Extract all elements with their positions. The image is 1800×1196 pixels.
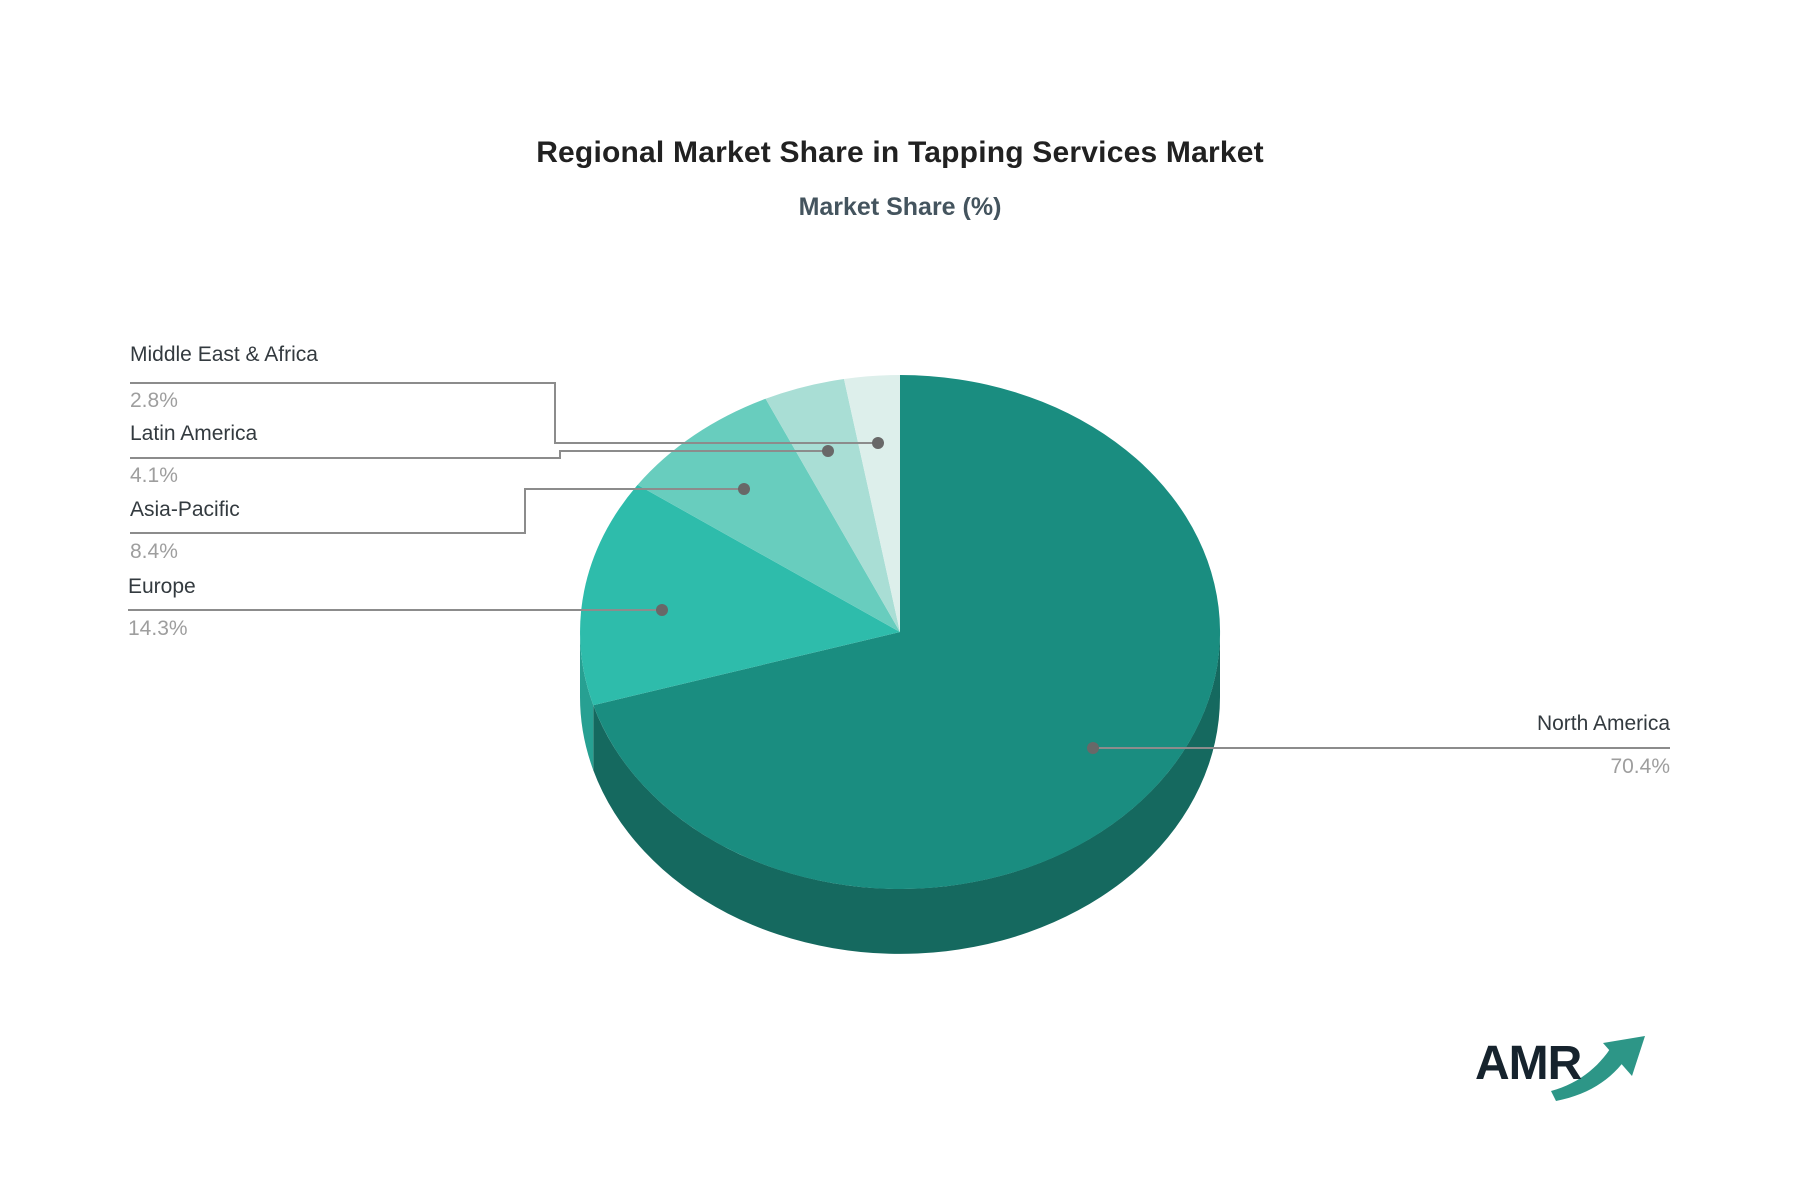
leader-line-asia-pacific — [130, 488, 744, 534]
pie-slice-side-north-america — [593, 632, 1220, 954]
pie-slice-north-america[interactable] — [593, 375, 1221, 890]
slice-label: Asia-Pacific — [130, 498, 240, 521]
chart-subtitle: Market Share (%) — [798, 193, 1002, 221]
amr-logo: AMR — [1475, 1037, 1582, 1090]
pie-slice-asia-pacific[interactable] — [637, 398, 900, 632]
slice-percentage: 8.4% — [130, 540, 178, 563]
value-middle-east-africa: 2.8% — [130, 390, 178, 411]
slice-label: North America — [1536, 712, 1670, 735]
slice-percentage: 2.8% — [130, 389, 178, 412]
pie-slice-side-europe — [580, 632, 594, 771]
leader-dot-europe — [656, 604, 668, 616]
label-north-america: North America — [1370, 713, 1670, 734]
value-europe: 14.3% — [128, 618, 188, 639]
logo-arrow-head-icon — [1603, 1036, 1645, 1076]
label-europe: Europe — [128, 576, 196, 597]
pie-slice-europe[interactable] — [580, 484, 900, 706]
slice-label: Middle East & Africa — [130, 343, 318, 366]
slice-label: Europe — [128, 575, 196, 598]
chart-title: Regional Market Share in Tapping Service… — [536, 136, 1264, 169]
value-latin-america: 4.1% — [130, 465, 178, 486]
slice-percentage: 14.3% — [128, 617, 188, 640]
label-middle-east-africa: Middle East & Africa — [130, 344, 318, 365]
leader-dot-latin-america — [822, 445, 834, 457]
leader-dot-north-america — [1087, 742, 1099, 754]
leader-dot-middle-east-africa — [872, 437, 884, 449]
slice-percentage: 4.1% — [130, 464, 178, 487]
slice-label: Latin America — [130, 422, 258, 445]
leader-dot-asia-pacific — [738, 483, 750, 495]
logo-arrow-swoosh — [1551, 1041, 1631, 1101]
value-north-america: 70.4% — [1370, 756, 1670, 777]
slice-percentage: 70.4% — [1610, 755, 1670, 778]
leader-line-latin-america — [130, 450, 828, 459]
pie-slice-middle-east-africa[interactable] — [844, 375, 900, 632]
value-asia-pacific: 8.4% — [130, 541, 178, 562]
label-asia-pacific: Asia-Pacific — [130, 499, 240, 520]
label-latin-america: Latin America — [130, 423, 257, 444]
leader-line-middle-east-africa — [130, 382, 878, 444]
